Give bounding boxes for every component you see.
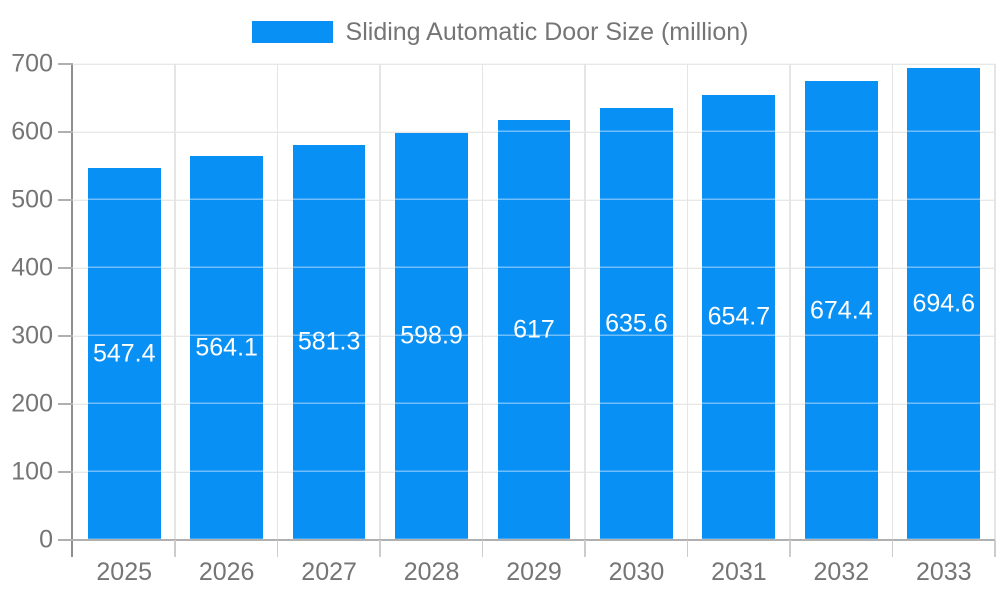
bar-slot: 654.7: [688, 64, 790, 540]
bar-value-label: 581.3: [297, 327, 361, 356]
v-gridline: [789, 64, 791, 540]
y-tick-mark: [58, 403, 73, 405]
x-tick-label: 2032: [813, 558, 870, 586]
v-gridline: [481, 64, 484, 540]
bar[interactable]: 694.6: [907, 67, 981, 540]
plot-area: 547.4 564.1 581.3 598.9 617 635.6 654.7 674.4 69…: [11, 51, 996, 586]
x-tick-label: 2025: [96, 558, 153, 586]
x-tick-mark: [686, 540, 689, 557]
y-tick-label: 200: [11, 389, 53, 418]
y-tick-mark: [58, 267, 73, 269]
y-tick-label: 0: [39, 525, 53, 554]
bar[interactable]: 674.4: [804, 81, 878, 540]
bar[interactable]: 598.9: [395, 132, 468, 540]
bar-value-label: 598.9: [400, 321, 463, 350]
bar[interactable]: 635.6: [600, 107, 673, 540]
x-tick-label: 2031: [711, 558, 767, 586]
bar-value-label: 654.7: [707, 302, 771, 331]
x-axis-labels: 2025 2026 2027 2028 2029 2030 2031 2032 2033: [73, 558, 995, 590]
bars-layer: 547.4 564.1 581.3 598.9 617 635.6 654.7 674.4 69…: [73, 64, 995, 540]
bar-value-label: 674.4: [810, 296, 873, 325]
bar-value-label: 694.6: [912, 289, 975, 318]
bar[interactable]: 564.1: [190, 156, 264, 540]
bar-slot: 564.1: [175, 64, 277, 540]
legend[interactable]: Sliding Automatic Door Size (million): [0, 15, 1000, 49]
x-tick-label: 2026: [198, 558, 255, 586]
x-tick-mark: [174, 540, 176, 557]
x-axis-line: [58, 539, 995, 541]
legend-swatch-icon: [251, 21, 333, 43]
x-tick-label: 2027: [301, 558, 357, 586]
bar-value-label: 635.6: [605, 309, 668, 338]
x-tick-mark: [481, 540, 484, 557]
bar-value-label: 547.4: [92, 339, 156, 368]
bar-slot: 581.3: [278, 64, 380, 540]
y-tick-label: 300: [11, 321, 53, 350]
bar-value-label: 564.1: [195, 333, 258, 362]
bar[interactable]: 654.7: [702, 94, 776, 540]
bar-slot: 617: [483, 64, 585, 540]
legend-label: Sliding Automatic Door Size (million): [345, 17, 749, 46]
x-tick-mark: [789, 540, 791, 557]
v-gridline: [891, 64, 894, 540]
v-gridline: [379, 64, 381, 540]
x-tick-mark: [379, 540, 381, 557]
v-gridline: [174, 64, 176, 540]
y-tick-label: 500: [11, 185, 53, 214]
v-gridline: [686, 64, 689, 540]
x-ticks: [73, 540, 996, 557]
h-gridline: [73, 63, 995, 65]
bar-slot: 674.4: [790, 64, 892, 540]
y-tick-mark: [58, 199, 73, 201]
bar-value-label: 617: [513, 315, 555, 344]
y-tick-mark: [58, 63, 73, 65]
y-tick-mark: [58, 335, 73, 337]
y-tick-mark: [58, 539, 73, 541]
y-tick-label: 700: [11, 49, 53, 78]
y-tick-mark: [58, 131, 73, 133]
y-tick-label: 600: [11, 117, 53, 146]
y-tick-label: 400: [11, 253, 53, 282]
x-tick-mark: [584, 540, 586, 557]
x-tick-label: 2033: [915, 558, 972, 586]
v-gridline: [994, 64, 996, 540]
x-tick-label: 2029: [506, 558, 562, 586]
x-tick-mark: [276, 540, 279, 557]
bar[interactable]: 547.4: [87, 167, 161, 540]
y-tick-label: 100: [11, 457, 53, 486]
y-axis-labels: 0 100 200 300 400 500 600 700: [0, 51, 53, 552]
bar[interactable]: 617: [497, 120, 571, 540]
y-axis-line: [71, 64, 73, 557]
v-gridline: [584, 64, 586, 540]
y-tick-mark: [58, 471, 73, 473]
bar-slot: 635.6: [585, 64, 687, 540]
x-tick-label: 2028: [403, 558, 460, 586]
bar-slot: 694.6: [893, 64, 995, 540]
bar-slot: 598.9: [380, 64, 482, 540]
y-ticks: [58, 63, 73, 541]
x-tick-mark: [994, 540, 996, 557]
x-tick-label: 2030: [608, 558, 665, 586]
bar[interactable]: 581.3: [292, 144, 366, 540]
v-gridline: [276, 64, 279, 540]
bar-slot: 547.4: [73, 64, 175, 540]
x-tick-mark: [891, 540, 894, 557]
